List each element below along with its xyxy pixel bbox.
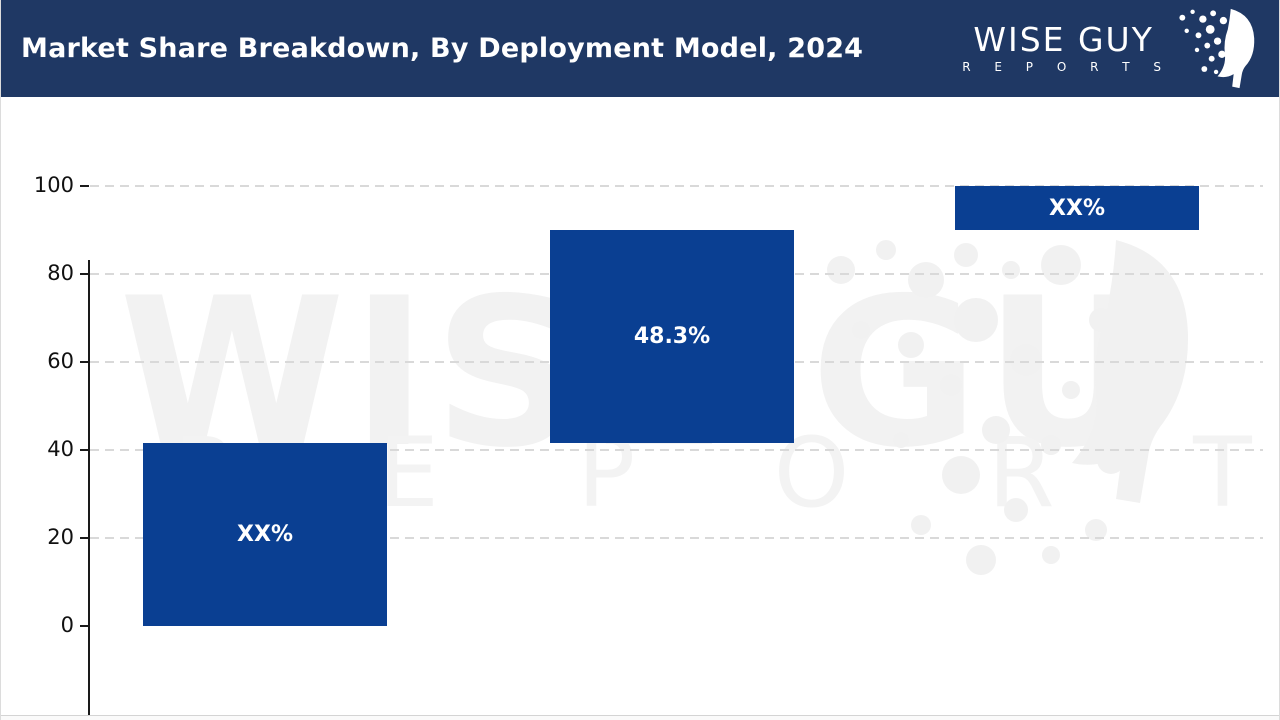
y-tick bbox=[80, 537, 89, 539]
logo-wordmark: WISE GUY bbox=[973, 20, 1154, 60]
bar-value-label: XX% bbox=[1049, 195, 1105, 221]
gridline bbox=[90, 537, 1263, 539]
y-tick bbox=[80, 449, 89, 451]
brand-logo: WISE GUY R E P O R T S bbox=[956, 4, 1263, 94]
y-tick-label: 100 bbox=[33, 173, 74, 197]
bar-value-label: 48.3% bbox=[633, 323, 711, 349]
y-tick-label: 0 bbox=[60, 613, 74, 637]
logo-subtext: R E P O R T S bbox=[962, 59, 1171, 74]
y-tick bbox=[80, 185, 89, 187]
bar-segment: XX% bbox=[955, 186, 1199, 230]
gridline bbox=[90, 185, 1263, 187]
y-tick-label: 20 bbox=[47, 525, 74, 549]
bar-segment: 48.3% bbox=[550, 230, 794, 443]
bar-value-label: XX% bbox=[237, 521, 293, 547]
y-tick-label: 40 bbox=[47, 437, 74, 461]
bottom-hairline bbox=[1, 715, 1279, 716]
y-tick bbox=[80, 273, 89, 275]
gridline bbox=[90, 449, 1263, 451]
y-tick bbox=[80, 361, 89, 363]
y-axis bbox=[88, 260, 90, 720]
logo-wordmark-block: WISE GUY R E P O R T S bbox=[956, 23, 1171, 74]
bottom-sliver bbox=[1, 716, 1279, 720]
header: Market Share Breakdown, By Deployment Mo… bbox=[1, 0, 1279, 97]
logo-face-icon bbox=[1175, 4, 1263, 94]
plot-area: 020406080100XX%48.3%XX%On-PremisesCloud-… bbox=[1, 97, 1279, 720]
y-tick-label: 60 bbox=[47, 349, 74, 373]
y-tick-label: 80 bbox=[47, 261, 74, 285]
chart-title: Market Share Breakdown, By Deployment Mo… bbox=[21, 33, 864, 64]
bar-segment: XX% bbox=[143, 442, 387, 626]
y-tick bbox=[80, 625, 89, 627]
